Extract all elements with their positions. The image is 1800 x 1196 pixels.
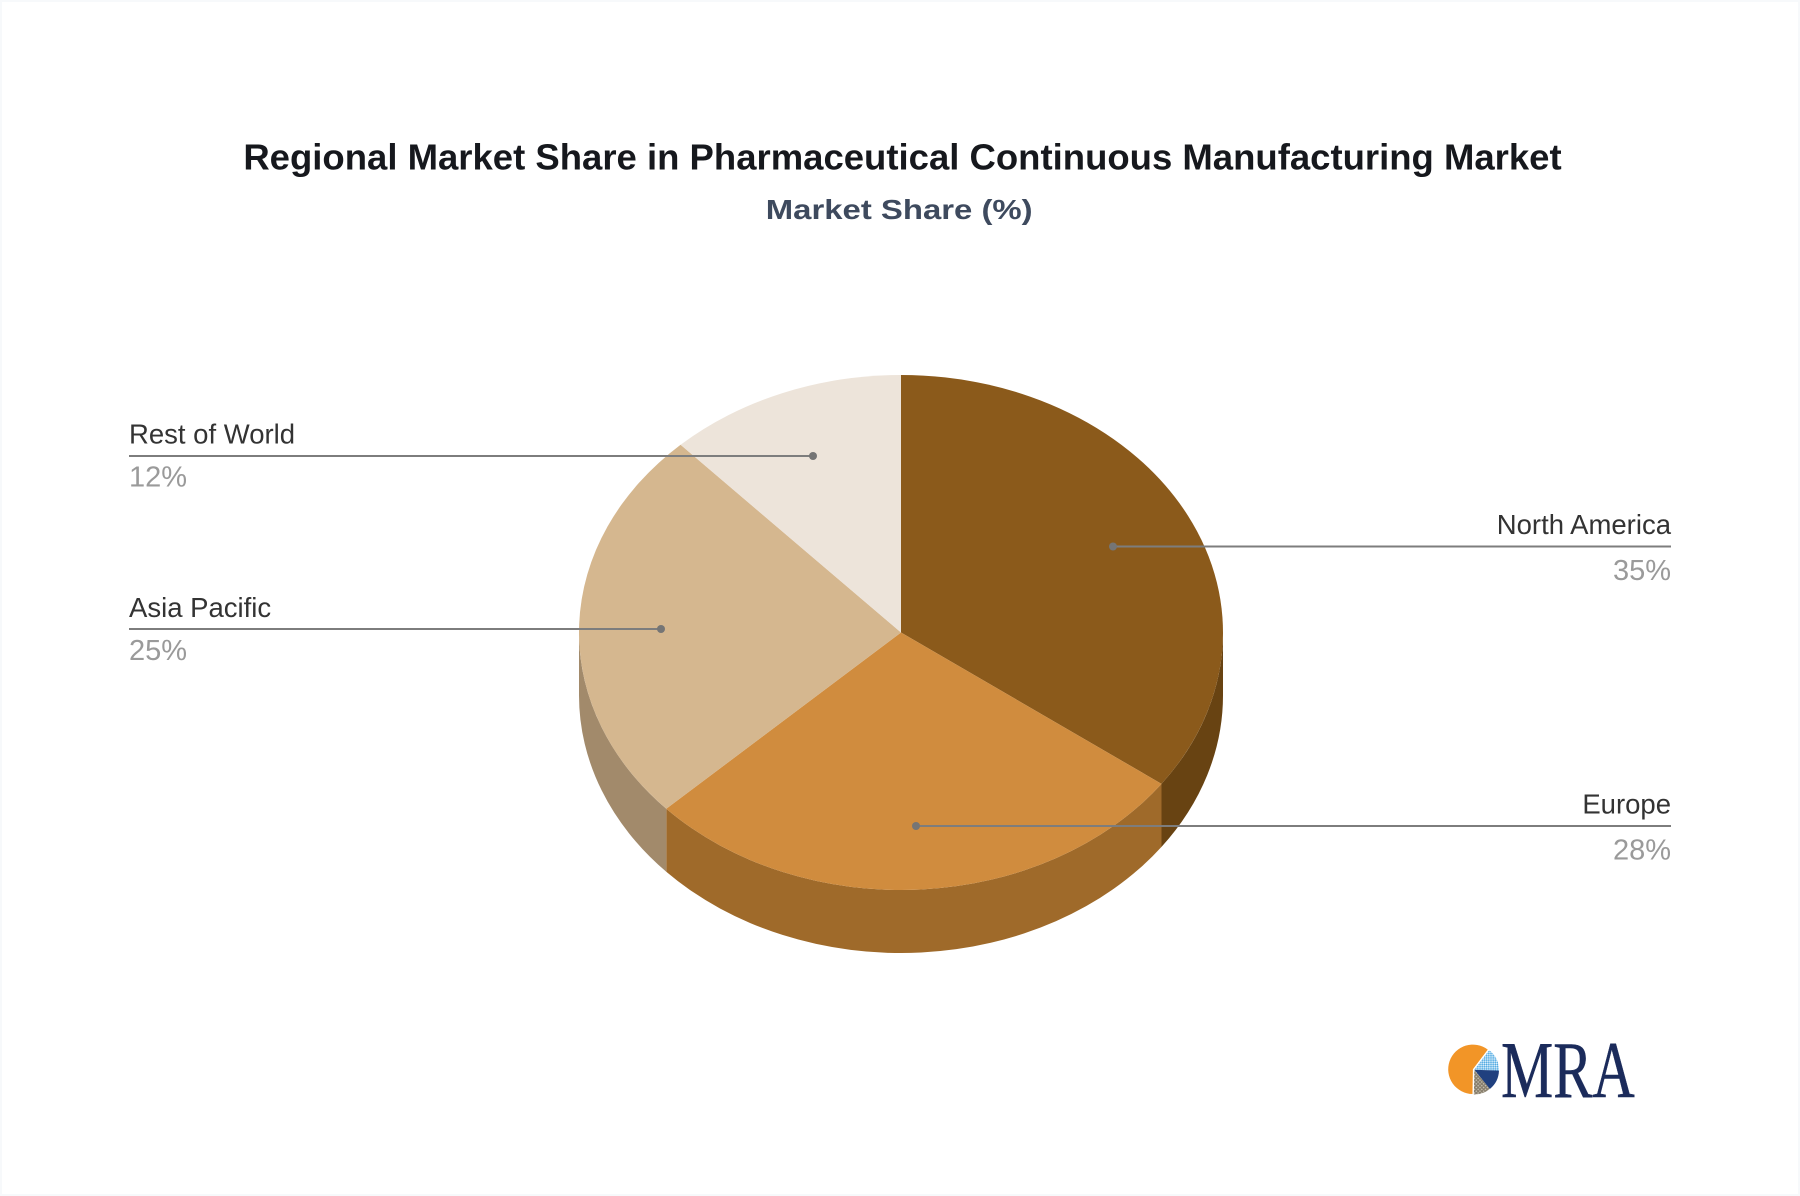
svg-text:Regional Market Share in Pharm: Regional Market Share in Pharmaceutical … — [243, 137, 1561, 178]
svg-text:12%: 12% — [129, 462, 187, 494]
svg-text:28%: 28% — [1613, 835, 1671, 867]
svg-text:25%: 25% — [129, 635, 187, 667]
svg-text:Europe: Europe — [1582, 789, 1671, 820]
svg-text:Asia Pacific: Asia Pacific — [129, 592, 271, 623]
svg-text:Rest of World: Rest of World — [129, 419, 295, 450]
svg-text:MRA: MRA — [1501, 1026, 1635, 1115]
svg-text:North America: North America — [1497, 509, 1672, 540]
svg-text:35%: 35% — [1613, 555, 1671, 587]
svg-text:Market Share (%): Market Share (%) — [766, 194, 1033, 225]
